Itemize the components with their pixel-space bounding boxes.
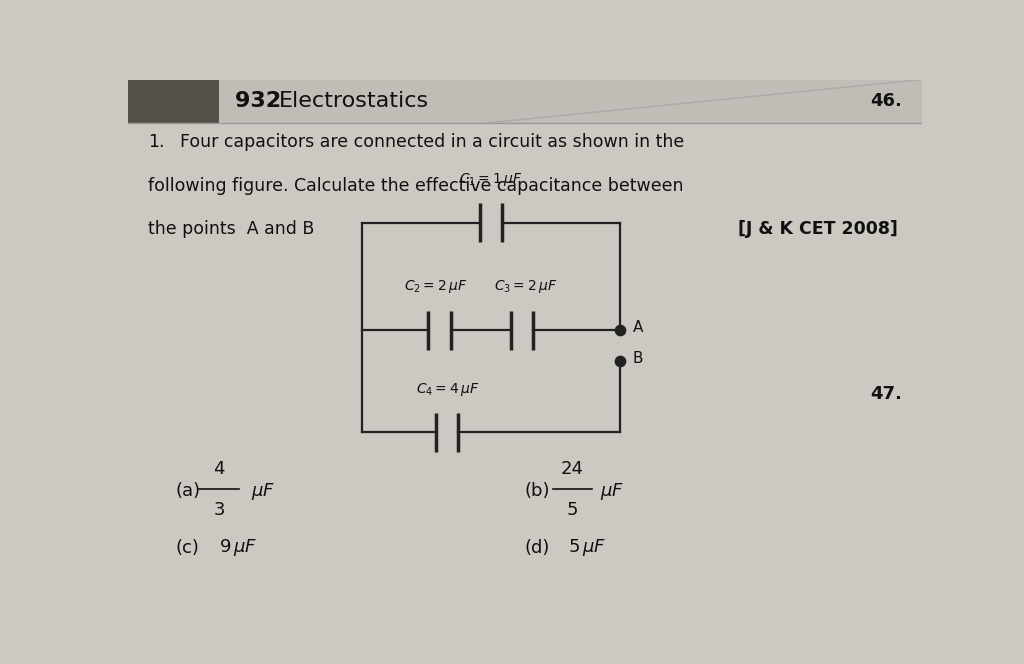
Text: B: B (633, 351, 643, 366)
Text: 46.: 46. (869, 92, 902, 110)
Text: Four capacitors are connected in a circuit as shown in the: Four capacitors are connected in a circu… (179, 133, 684, 151)
Point (611, 325, 628, 335)
Text: (c): (c) (176, 539, 200, 556)
Text: A: A (633, 320, 643, 335)
Text: $9\,\mu F$: $9\,\mu F$ (219, 537, 258, 558)
Text: $C_4 = 4\,\mu F$: $C_4 = 4\,\mu F$ (416, 380, 479, 398)
Text: (d): (d) (524, 539, 550, 556)
FancyBboxPatch shape (128, 80, 219, 123)
Text: the points  A and B: the points A and B (147, 220, 314, 238)
Text: [J & K CET 2008]: [J & K CET 2008] (738, 220, 898, 238)
Text: 1.: 1. (147, 133, 164, 151)
Text: $\mu F$: $\mu F$ (600, 481, 625, 502)
Text: $5\,\mu F$: $5\,\mu F$ (568, 537, 607, 558)
Text: 3: 3 (214, 501, 225, 519)
Text: $C_2 = 2\,\mu F$: $C_2 = 2\,\mu F$ (403, 278, 467, 295)
Text: $\mu F$: $\mu F$ (251, 481, 275, 502)
Point (611, 355, 628, 366)
Text: (a): (a) (176, 482, 201, 500)
Text: 47.: 47. (869, 385, 902, 403)
Text: 932: 932 (236, 92, 289, 112)
Text: Electrostatics: Electrostatics (279, 92, 429, 112)
Text: 24: 24 (561, 460, 584, 479)
Text: 4: 4 (214, 460, 225, 479)
Text: $C_3 = 2\,\mu F$: $C_3 = 2\,\mu F$ (495, 278, 558, 295)
FancyBboxPatch shape (128, 80, 922, 123)
Text: (b): (b) (524, 482, 550, 500)
Text: following figure. Calculate the effective capacitance between: following figure. Calculate the effectiv… (147, 177, 683, 195)
Text: $C_1 = 1\,\mu F$: $C_1 = 1\,\mu F$ (460, 171, 522, 188)
Text: 5: 5 (566, 501, 579, 519)
